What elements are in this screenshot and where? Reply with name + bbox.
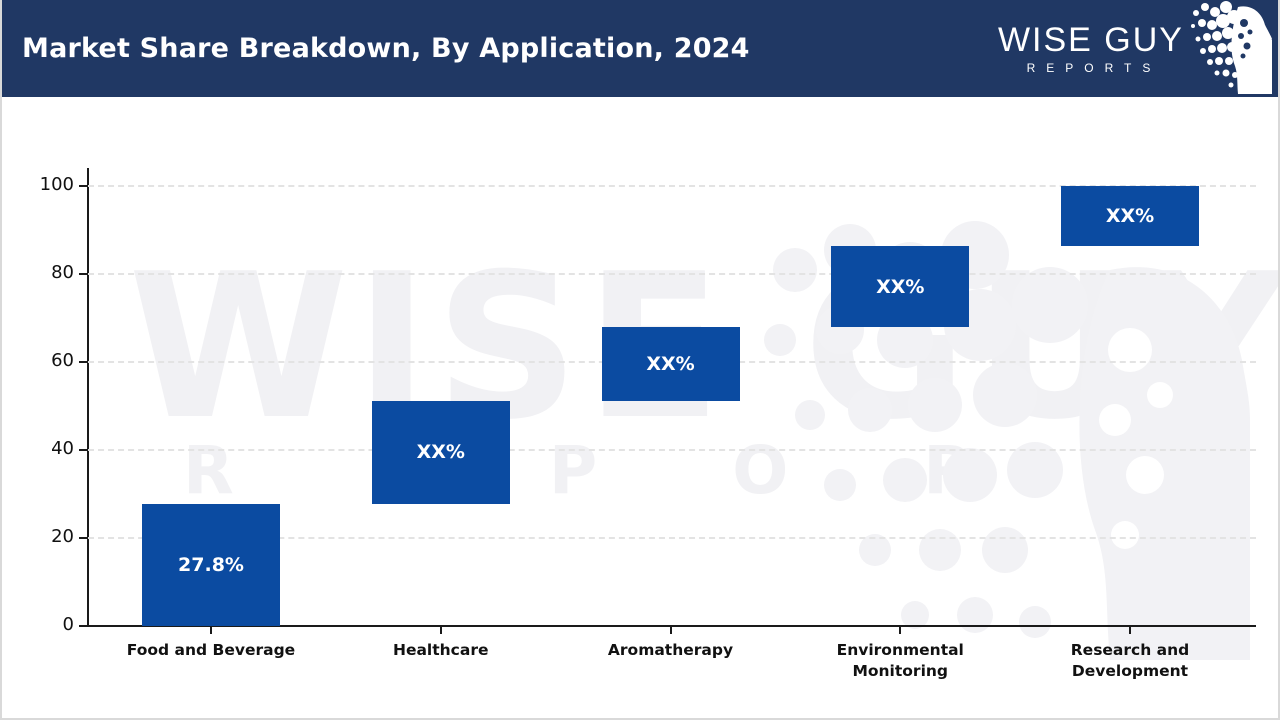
bar-segment: XX%: [831, 246, 970, 328]
x-axis-category-label: Research and Development: [1070, 641, 1190, 680]
y-tick: [79, 184, 87, 187]
bar-value-label: 27.8%: [178, 553, 244, 576]
y-tick-label: 80: [51, 261, 74, 283]
bar-value-label: XX%: [416, 441, 465, 464]
logo-face-icon: [1186, 0, 1272, 98]
x-axis-category-label: Environmental Monitoring: [836, 641, 964, 680]
y-tick-label: 40: [51, 437, 74, 459]
logo-subtitle: REPORTS: [1026, 60, 1162, 75]
gridline: [88, 536, 1256, 539]
x-axis-category-label: Aromatherapy: [607, 641, 734, 659]
y-tick-label: 100: [39, 173, 74, 195]
bar-value-label: XX%: [876, 275, 925, 298]
logo-wordmark: WISE GUY: [997, 20, 1184, 59]
y-tick: [79, 272, 87, 275]
y-tick: [79, 360, 87, 363]
y-tick-label: 60: [51, 349, 74, 371]
y-tick: [79, 536, 87, 539]
x-tick: [899, 627, 902, 634]
x-tick: [669, 627, 672, 634]
x-tick: [439, 627, 442, 634]
bar-value-label: XX%: [1105, 204, 1155, 227]
y-tick: [79, 625, 87, 627]
y-axis-line: [87, 168, 89, 627]
y-tick: [79, 448, 87, 451]
logo-text: WISE GUY REPORTS: [998, 23, 1184, 75]
bar-value-label: XX%: [646, 353, 695, 376]
wise-guy-logo: WISE GUY REPORTS: [998, 0, 1280, 98]
x-tick: [1129, 627, 1131, 634]
gridline: [88, 272, 1256, 275]
x-tick: [210, 627, 212, 634]
x-axis-line: [87, 625, 1256, 627]
page-title: Market Share Breakdown, By Application, …: [22, 33, 750, 64]
gridline: [88, 184, 1256, 187]
bar-segment: 27.8%: [142, 503, 280, 626]
y-tick-label: 0: [62, 614, 74, 635]
gridline: [88, 448, 1256, 451]
bar-segment: XX%: [371, 401, 510, 504]
header-bar: Market Share Breakdown, By Application, …: [0, 0, 1280, 97]
x-axis-category-label: Healthcare: [392, 641, 489, 659]
bar-segment: XX%: [601, 327, 740, 402]
x-axis-category-label: Food and Beverage: [126, 641, 296, 659]
bar-segment: XX%: [1061, 185, 1199, 247]
y-tick-label: 20: [51, 525, 74, 547]
